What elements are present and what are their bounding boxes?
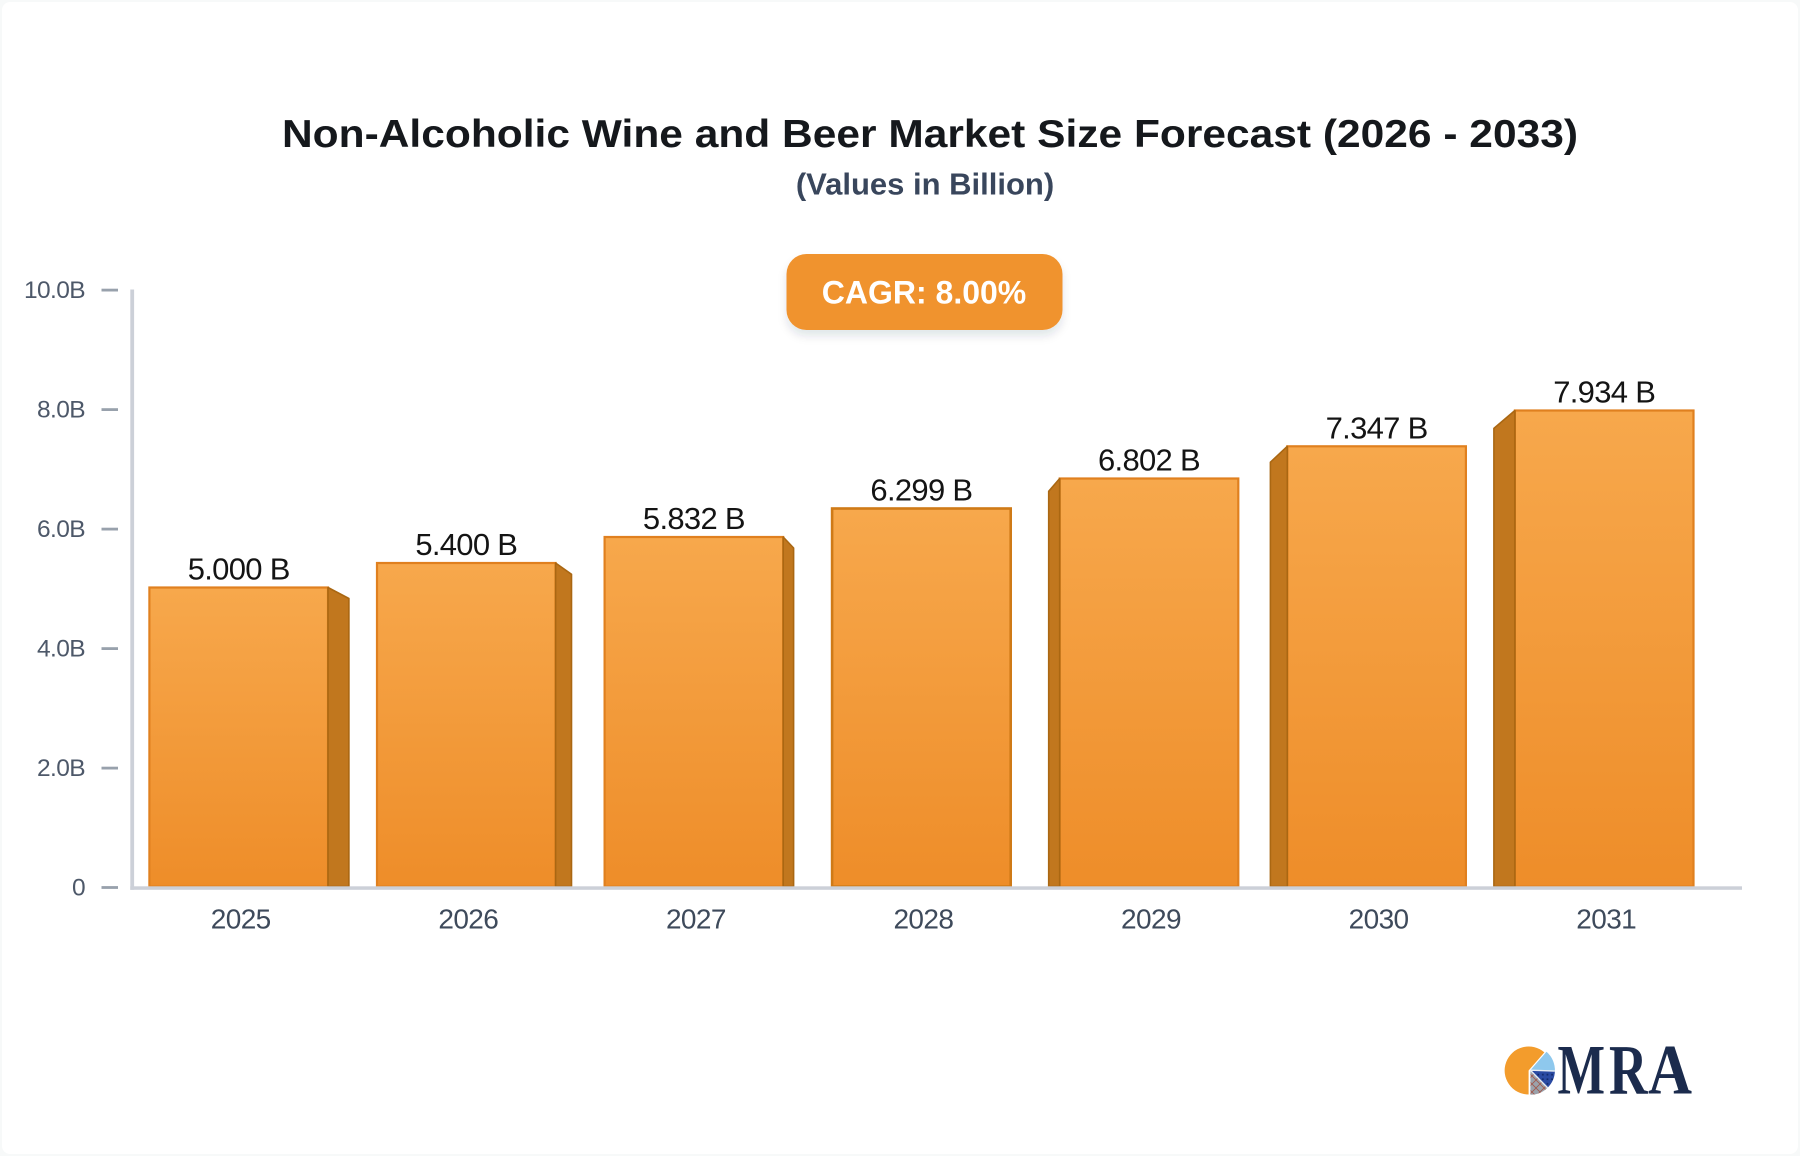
svg-text:6.299 B: 6.299 B xyxy=(870,473,972,508)
svg-text:2.0B: 2.0B xyxy=(37,755,85,782)
svg-text:2026: 2026 xyxy=(438,903,498,934)
svg-text:2031: 2031 xyxy=(1576,903,1636,934)
svg-text:CAGR: 8.00%: CAGR: 8.00% xyxy=(822,275,1027,311)
svg-text:A: A xyxy=(1648,1032,1692,1110)
svg-text:6.802 B: 6.802 B xyxy=(1098,443,1200,478)
svg-text:5.400 B: 5.400 B xyxy=(415,527,517,562)
svg-text:M: M xyxy=(1558,1032,1606,1110)
svg-text:2029: 2029 xyxy=(1121,903,1181,934)
svg-text:7.347 B: 7.347 B xyxy=(1326,410,1428,445)
svg-text:2028: 2028 xyxy=(893,903,953,934)
svg-text:6.0B: 6.0B xyxy=(37,516,85,543)
svg-text:(Values in Billion): (Values in Billion) xyxy=(796,167,1054,202)
svg-text:8.0B: 8.0B xyxy=(37,397,85,424)
svg-text:2027: 2027 xyxy=(666,903,726,934)
svg-text:2025: 2025 xyxy=(211,903,271,934)
svg-text:2030: 2030 xyxy=(1349,903,1409,934)
svg-text:5.832 B: 5.832 B xyxy=(643,501,745,536)
svg-text:10.0B: 10.0B xyxy=(24,277,85,304)
svg-text:R: R xyxy=(1609,1032,1648,1110)
svg-text:4.0B: 4.0B xyxy=(37,636,85,663)
svg-text:0: 0 xyxy=(72,874,85,901)
svg-text:7.934 B: 7.934 B xyxy=(1553,375,1655,410)
svg-text:5.000 B: 5.000 B xyxy=(188,552,290,587)
svg-text:Non-Alcoholic Wine and Beer Ma: Non-Alcoholic Wine and Beer Market Size … xyxy=(282,113,1578,156)
